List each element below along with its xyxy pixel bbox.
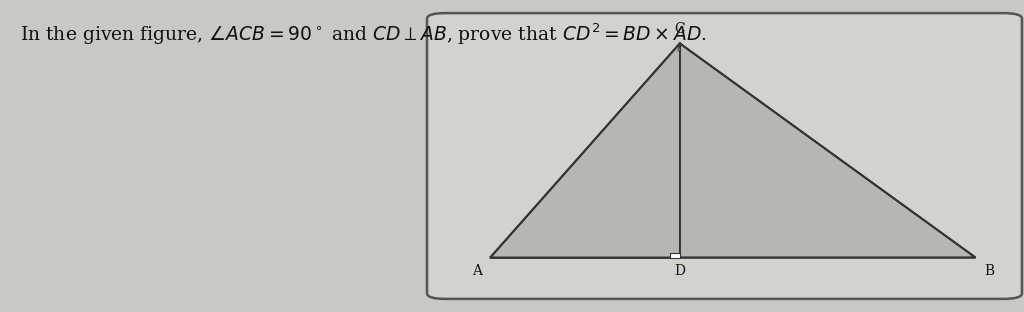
Text: A: A [472,264,482,278]
Polygon shape [678,43,680,51]
Text: C: C [675,22,685,36]
Text: In the given figure, $\angle ACB = 90^\circ$ and $CD \perp AB$, prove that $CD^2: In the given figure, $\angle ACB = 90^\c… [20,22,708,47]
Polygon shape [680,43,976,258]
FancyBboxPatch shape [427,13,1022,299]
Polygon shape [670,253,680,258]
Polygon shape [490,43,680,258]
Text: D: D [675,264,685,278]
Text: B: B [984,264,994,278]
